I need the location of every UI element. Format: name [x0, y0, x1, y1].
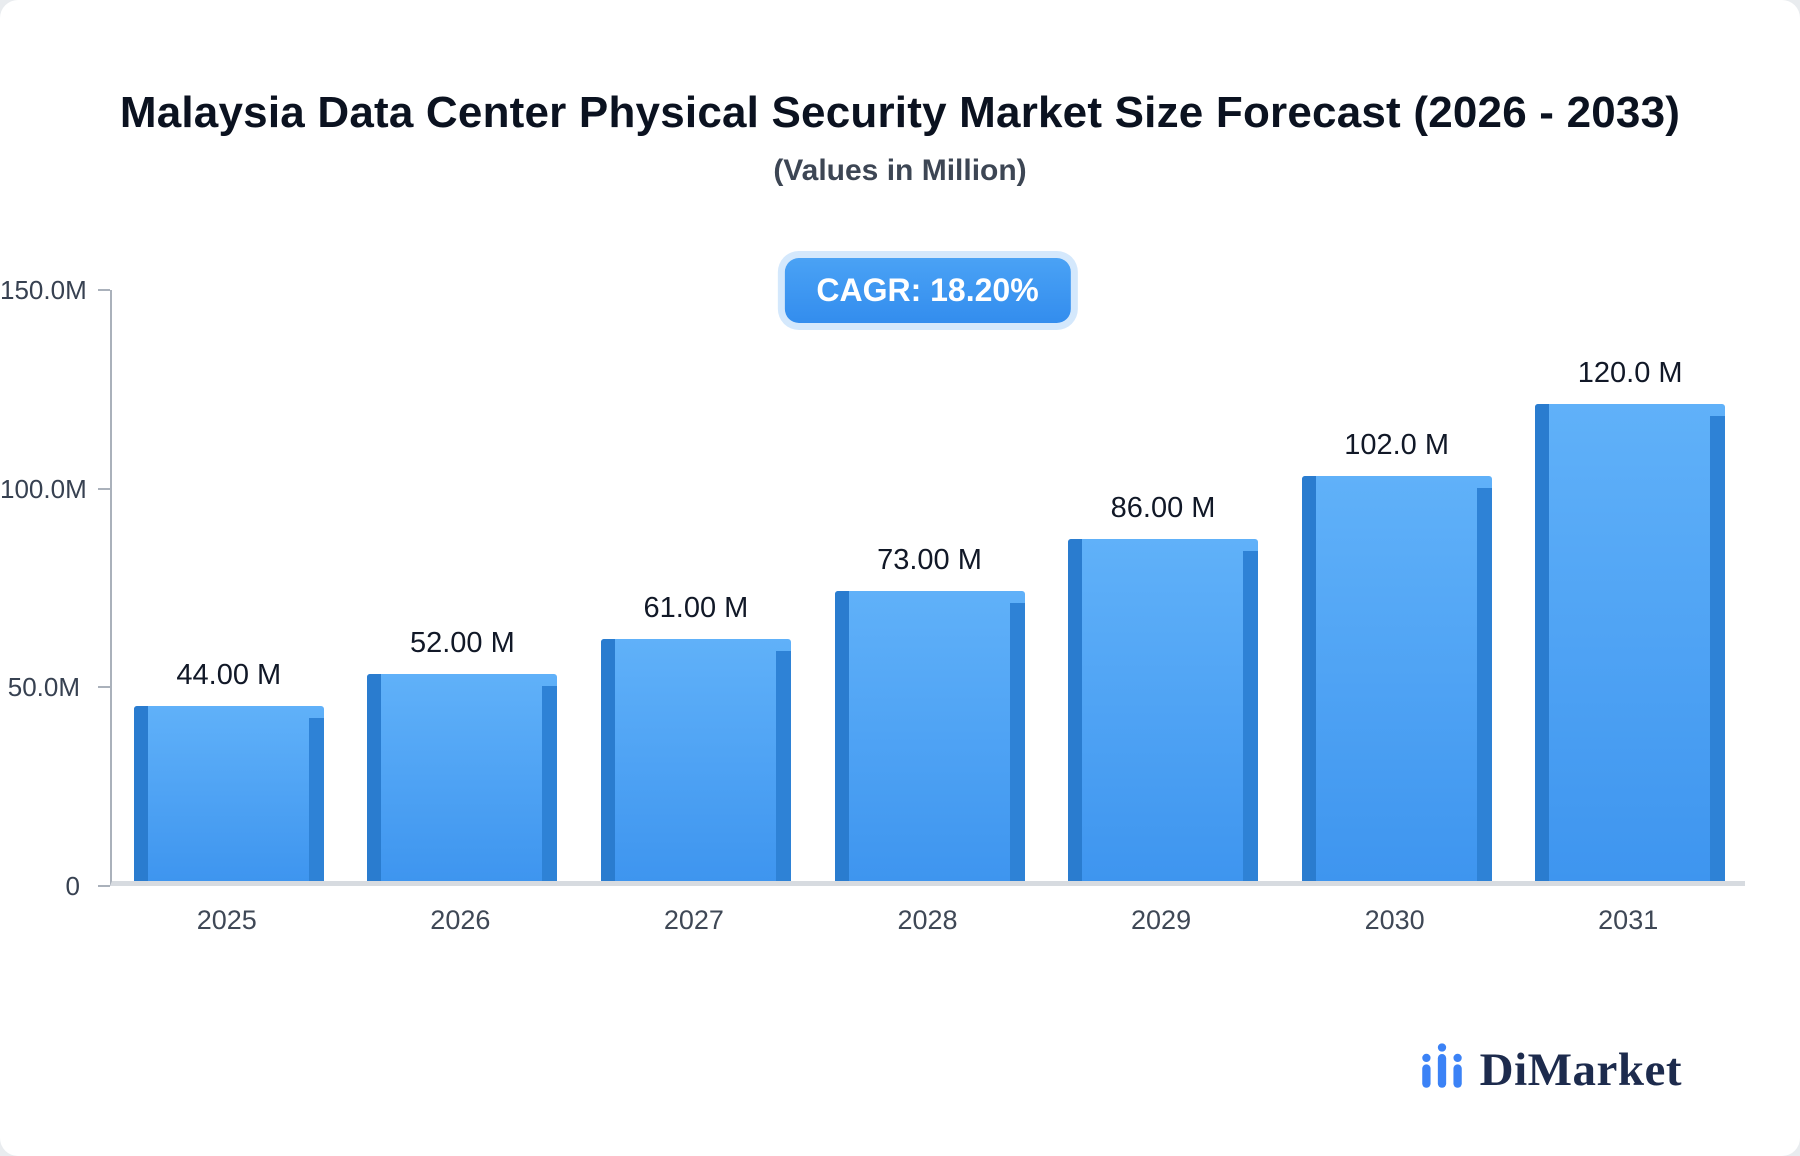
- bar-2028[interactable]: [834, 590, 1025, 882]
- x-axis: 2025 2026 2027 2028 2029 2030 2031: [110, 891, 1745, 941]
- bar-chart-dots-icon: [1416, 1041, 1468, 1098]
- y-tick-mark: [98, 289, 110, 291]
- y-tick-mark: [98, 686, 110, 689]
- y-axis: 0 50.0M 100.0M 150.0M: [0, 275, 96, 901]
- bar-2027[interactable]: [600, 638, 791, 882]
- plot-area: 44.00 M 52.00 M 61.00 M 73.00 M 86.00 M 102.0…: [98, 289, 1745, 887]
- x-tick-label-2027: 2027: [663, 905, 724, 935]
- bar-2030[interactable]: [1301, 475, 1492, 882]
- bar-value-label: 61.00 M: [643, 591, 749, 624]
- y-tick-label: 100.0M: [0, 473, 87, 504]
- x-tick-label-2026: 2026: [430, 905, 491, 935]
- bar-2031[interactable]: [1535, 404, 1726, 881]
- x-tick-label-2029: 2029: [1131, 905, 1192, 935]
- brand-name: DiMarket: [1479, 1043, 1682, 1096]
- x-tick-label-2025: 2025: [196, 905, 257, 935]
- chart-header: Malaysia Data Center Physical Security M…: [0, 0, 1800, 188]
- y-tick-label: 0: [65, 871, 80, 901]
- bar-2029[interactable]: [1068, 539, 1259, 881]
- y-tick-mark: [98, 885, 110, 887]
- bar-value-label: 102.0 M: [1344, 428, 1450, 461]
- y-tick-mark: [98, 487, 110, 490]
- page-title: Malaysia Data Center Physical Security M…: [119, 88, 1681, 137]
- x-tick-label-2031: 2031: [1598, 905, 1659, 935]
- y-tick-label: 50.0M: [7, 672, 80, 703]
- bar-value-label: 44.00 M: [176, 659, 282, 692]
- y-tick-label: 150.0M: [0, 275, 87, 305]
- bar-2026[interactable]: [367, 674, 558, 881]
- bar-2025[interactable]: [133, 706, 324, 881]
- bar-value-label: 73.00 M: [877, 543, 982, 576]
- x-tick-label-2028: 2028: [897, 905, 958, 935]
- chart: CAGR: 18.20% 44.00 M 52.00 M 61.00 M 73.00 …: [0, 258, 1745, 935]
- bar-value-label: 86.00 M: [1110, 492, 1216, 525]
- bar-value-label: 52.00 M: [409, 627, 515, 660]
- brand-logo: DiMarket: [1416, 1041, 1682, 1098]
- page-subtitle: (Values in Million): [773, 154, 1027, 187]
- cagr-badge: CAGR: 18.20%: [784, 258, 1071, 323]
- bar-value-label: 120.0 M: [1577, 357, 1683, 390]
- x-tick-label-2030: 2030: [1364, 905, 1425, 935]
